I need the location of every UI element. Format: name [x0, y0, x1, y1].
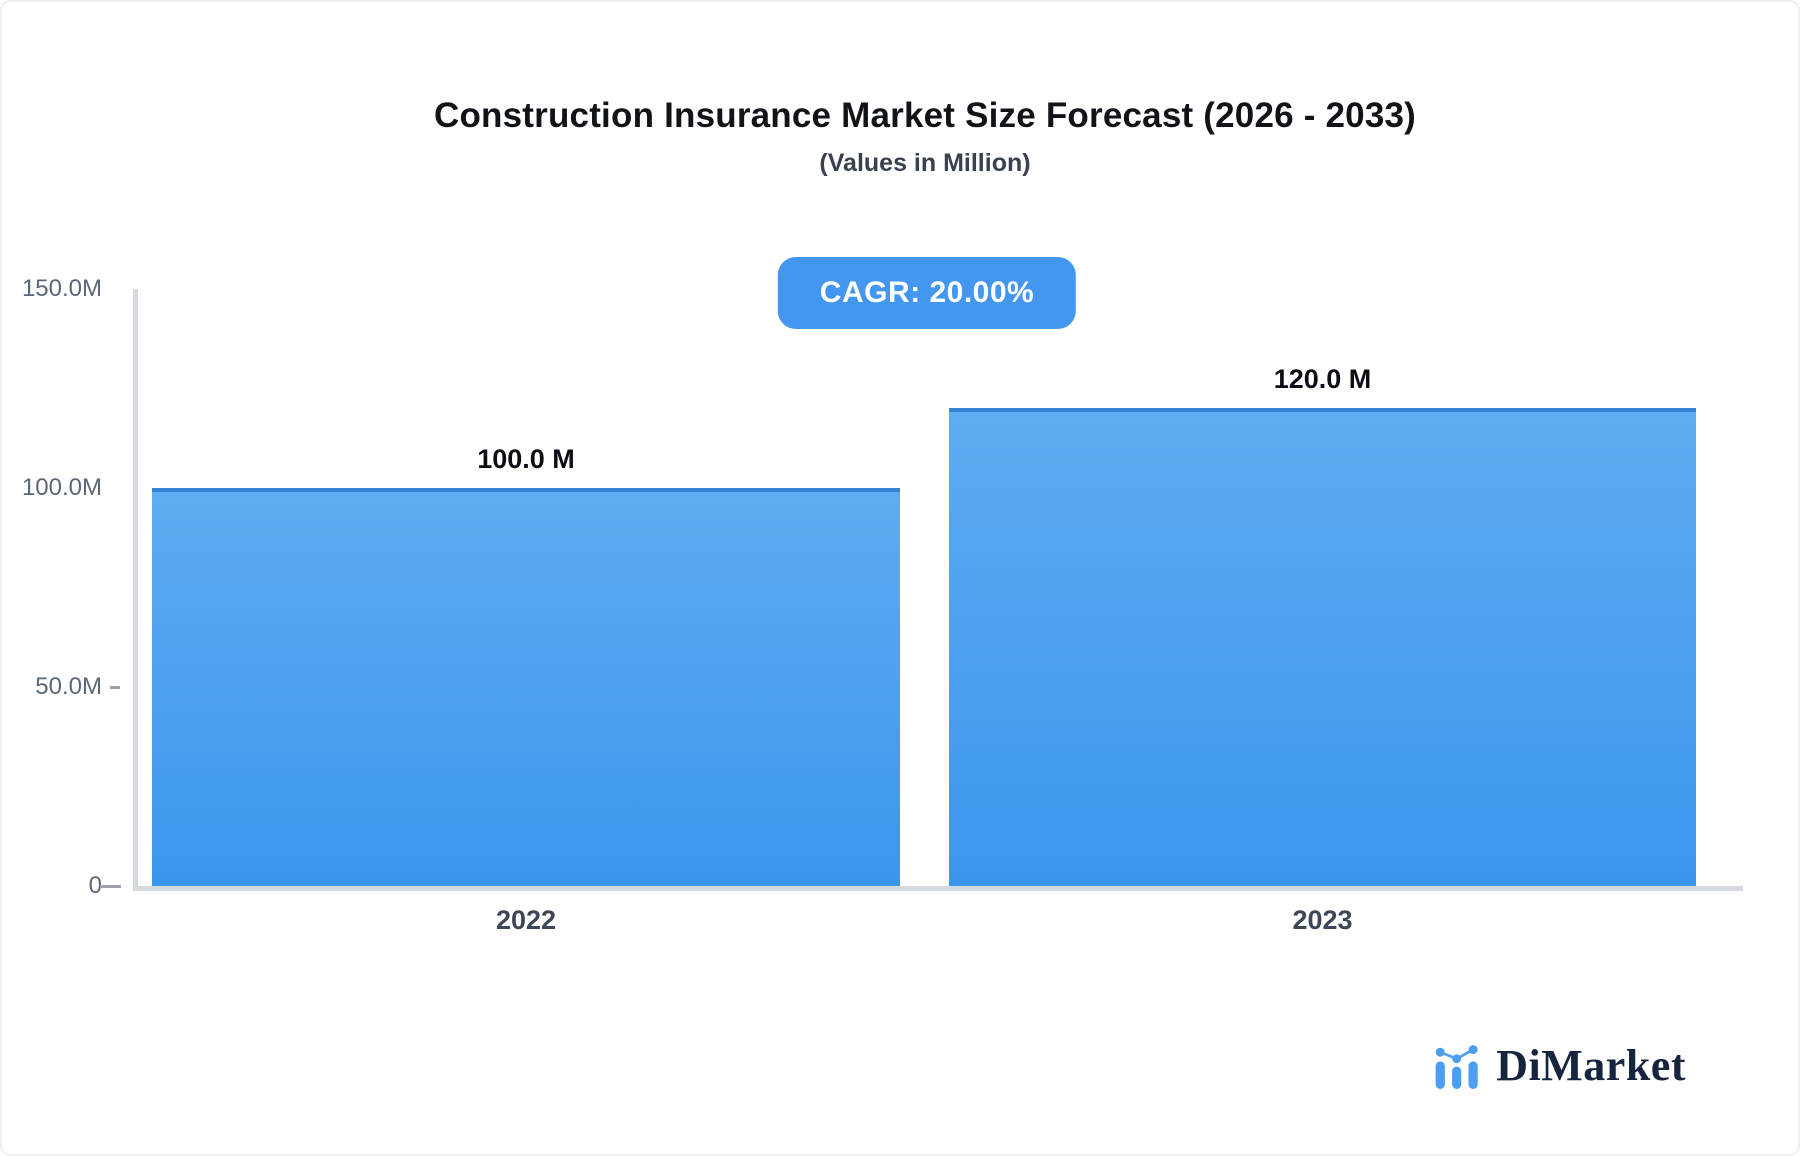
chart-title: Construction Insurance Market Size Forec… [433, 96, 1417, 135]
y-tick-mark [110, 686, 120, 689]
bar-chart-icon [1435, 1044, 1478, 1089]
bar-value-label: 100.0 M [477, 444, 575, 474]
y-tick-label: 100.0M [21, 474, 102, 501]
y-axis-line [133, 289, 138, 891]
x-axis-line [133, 886, 1743, 891]
y-tick-mark [100, 885, 121, 888]
logo: DiMarket [1434, 1040, 1686, 1091]
logo-text: DiMarket [1496, 1041, 1686, 1090]
x-tick-label: 2022 [495, 905, 557, 935]
x-tick-label: 2023 [1292, 905, 1353, 935]
bar-2022 [152, 488, 900, 886]
cagr-badge: CAGR: 20.00% [777, 257, 1077, 329]
bar-2023 [949, 408, 1696, 886]
chart-subtitle: (Values in Million) [819, 149, 1031, 177]
y-tick-label: 150.0M [21, 275, 102, 302]
y-tick-label: 50.0M [35, 673, 102, 700]
y-tick-label: 0 [88, 872, 102, 899]
bar-value-label: 120.0 M [1273, 364, 1372, 395]
